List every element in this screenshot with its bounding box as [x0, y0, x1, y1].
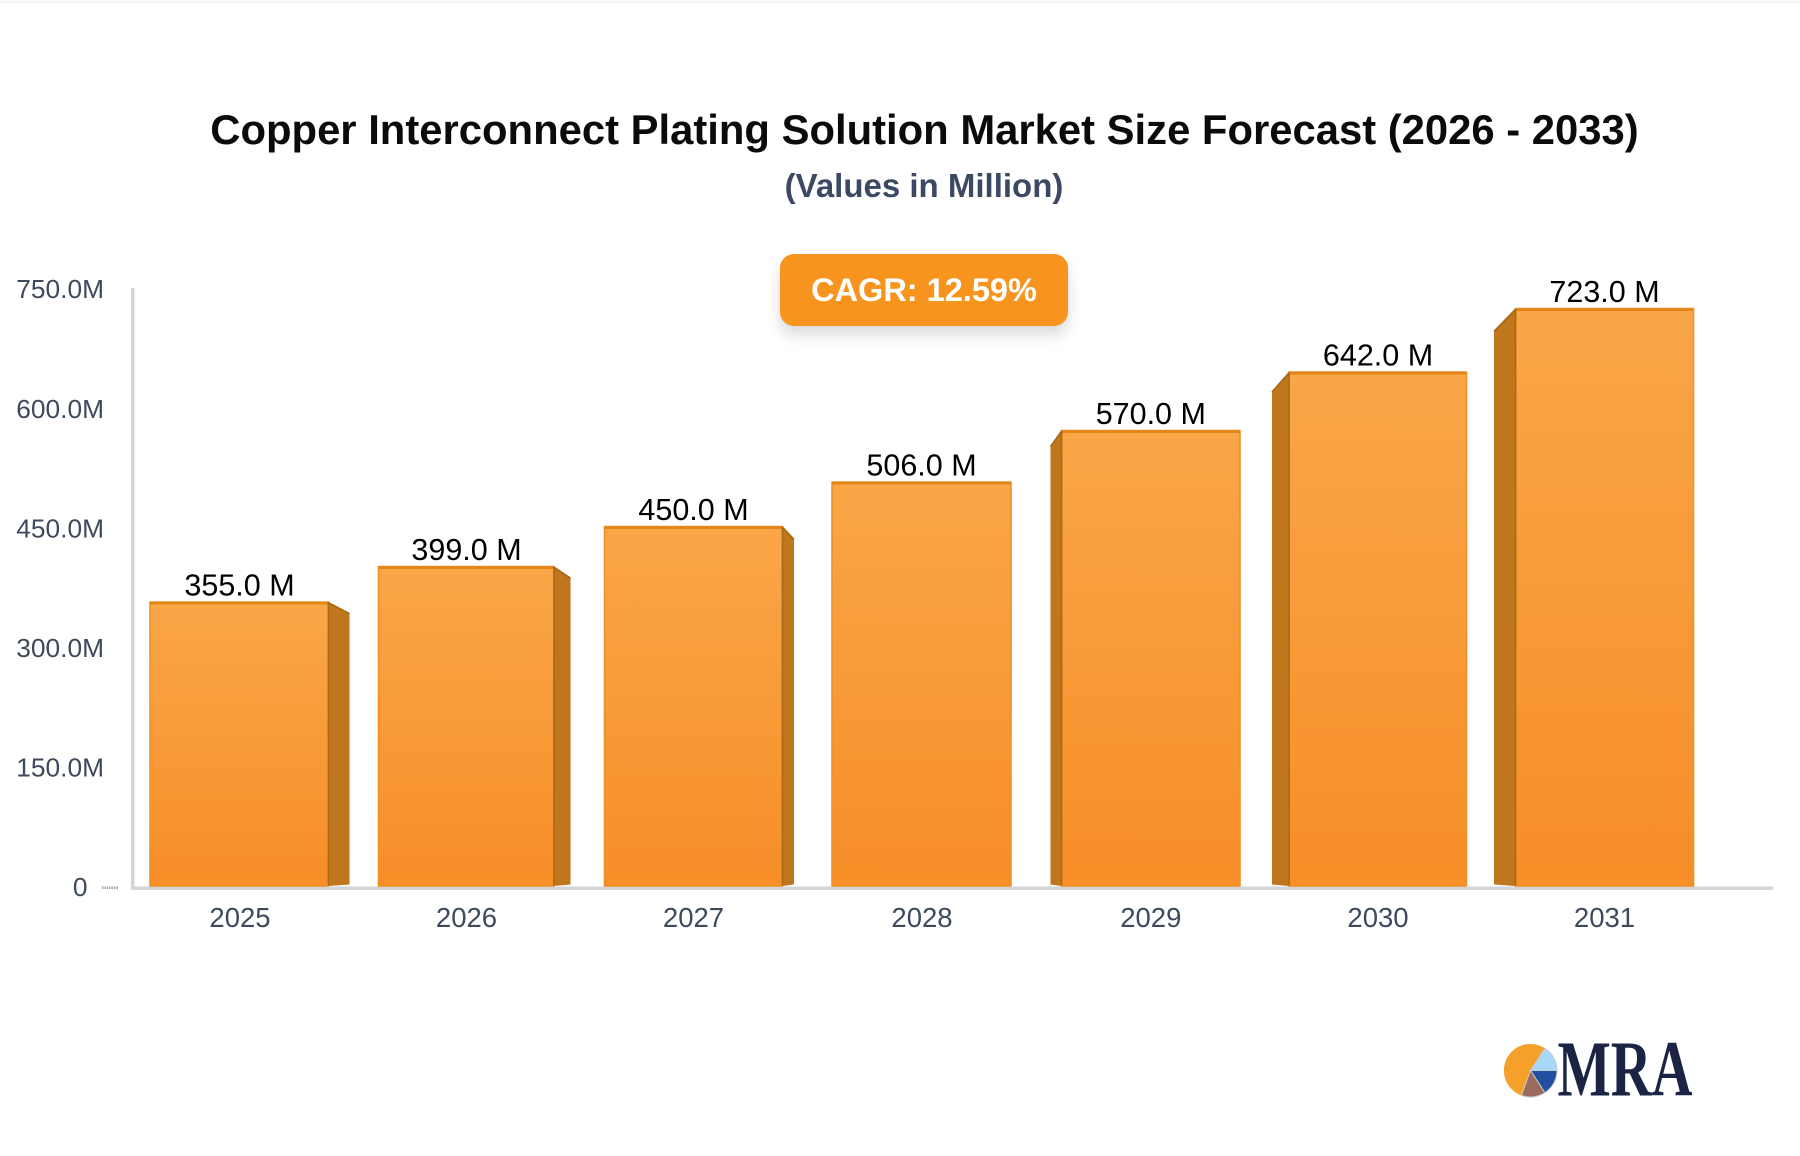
- svg-text:450.0M: 450.0M: [16, 513, 104, 543]
- svg-text:723.0 M: 723.0 M: [1549, 275, 1659, 309]
- svg-text:355.0 M: 355.0 M: [184, 569, 294, 603]
- svg-text:399.0 M: 399.0 M: [411, 533, 521, 567]
- svg-text:MRA: MRA: [1558, 1025, 1693, 1112]
- svg-text:450.0 M: 450.0 M: [638, 493, 748, 527]
- svg-text:0: 0: [73, 872, 88, 902]
- svg-text:2027: 2027: [663, 902, 724, 933]
- svg-text:642.0 M: 642.0 M: [1323, 339, 1433, 373]
- svg-text:2029: 2029: [1120, 902, 1181, 933]
- svg-text:2026: 2026: [436, 902, 497, 933]
- svg-text:2028: 2028: [891, 902, 952, 933]
- svg-text:2025: 2025: [209, 902, 270, 933]
- svg-text:2031: 2031: [1574, 902, 1635, 933]
- svg-text:750.0M: 750.0M: [16, 274, 104, 304]
- svg-text:150.0M: 150.0M: [16, 753, 104, 783]
- svg-text:600.0M: 600.0M: [16, 394, 104, 424]
- svg-text:506.0 M: 506.0 M: [866, 449, 976, 483]
- svg-text:300.0M: 300.0M: [16, 633, 104, 663]
- svg-text:2030: 2030: [1347, 902, 1408, 933]
- svg-text:570.0 M: 570.0 M: [1096, 397, 1206, 431]
